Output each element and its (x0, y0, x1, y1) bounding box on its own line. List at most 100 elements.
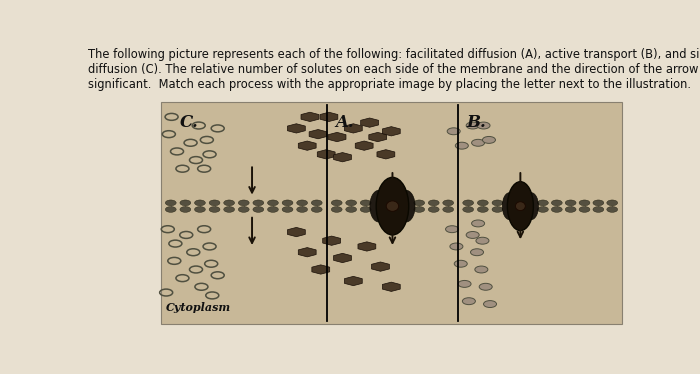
Circle shape (565, 206, 576, 212)
Text: Cytoplasm: Cytoplasm (166, 302, 231, 313)
FancyBboxPatch shape (161, 102, 622, 324)
Circle shape (477, 200, 488, 206)
Polygon shape (288, 227, 305, 237)
Polygon shape (301, 112, 319, 122)
Circle shape (253, 200, 264, 206)
Circle shape (477, 206, 488, 212)
Circle shape (209, 200, 220, 206)
Circle shape (414, 206, 425, 212)
Polygon shape (382, 282, 400, 291)
Polygon shape (358, 242, 376, 251)
Circle shape (552, 206, 562, 212)
Ellipse shape (503, 193, 517, 220)
Polygon shape (355, 141, 373, 150)
Circle shape (253, 206, 264, 212)
Circle shape (224, 200, 234, 206)
Polygon shape (344, 124, 363, 133)
Circle shape (455, 142, 468, 149)
Circle shape (267, 200, 279, 206)
Circle shape (331, 200, 342, 206)
Circle shape (165, 206, 176, 212)
Circle shape (180, 206, 191, 212)
Polygon shape (320, 112, 338, 122)
Circle shape (195, 206, 205, 212)
Circle shape (593, 206, 604, 212)
Circle shape (360, 200, 371, 206)
Polygon shape (309, 129, 327, 139)
Circle shape (538, 200, 548, 206)
Circle shape (414, 200, 425, 206)
Polygon shape (333, 253, 351, 263)
Circle shape (607, 206, 617, 212)
Circle shape (450, 243, 463, 250)
Polygon shape (333, 153, 351, 162)
Circle shape (443, 206, 454, 212)
Ellipse shape (370, 190, 388, 222)
Circle shape (312, 200, 322, 206)
Circle shape (312, 206, 322, 212)
Polygon shape (377, 150, 395, 159)
Circle shape (454, 260, 468, 267)
Ellipse shape (397, 190, 415, 222)
Polygon shape (288, 124, 305, 133)
Circle shape (195, 200, 205, 206)
Circle shape (593, 200, 604, 206)
Circle shape (579, 206, 590, 212)
Circle shape (346, 200, 356, 206)
Circle shape (443, 200, 454, 206)
Circle shape (458, 280, 471, 287)
Polygon shape (298, 141, 316, 150)
Ellipse shape (508, 182, 533, 231)
Circle shape (463, 206, 474, 212)
Circle shape (538, 206, 548, 212)
Polygon shape (369, 132, 386, 142)
Circle shape (165, 200, 176, 206)
Circle shape (297, 206, 307, 212)
Circle shape (565, 200, 576, 206)
Circle shape (482, 137, 496, 143)
Circle shape (492, 206, 503, 212)
Circle shape (282, 206, 293, 212)
Circle shape (447, 128, 460, 135)
Circle shape (238, 200, 249, 206)
Circle shape (463, 298, 475, 305)
Polygon shape (298, 248, 316, 257)
Circle shape (472, 220, 484, 227)
Ellipse shape (515, 202, 525, 211)
Circle shape (466, 232, 480, 238)
Circle shape (209, 206, 220, 212)
Circle shape (297, 200, 307, 206)
Circle shape (282, 200, 293, 206)
Circle shape (267, 206, 279, 212)
Ellipse shape (386, 201, 398, 211)
Circle shape (331, 206, 342, 212)
Circle shape (238, 206, 249, 212)
Circle shape (476, 237, 489, 244)
Polygon shape (317, 150, 335, 159)
Circle shape (552, 200, 562, 206)
Circle shape (470, 249, 484, 256)
Circle shape (360, 206, 371, 212)
Circle shape (446, 226, 459, 233)
Ellipse shape (524, 193, 538, 220)
Circle shape (484, 301, 496, 307)
Circle shape (607, 200, 617, 206)
Polygon shape (312, 265, 330, 274)
Circle shape (472, 140, 484, 146)
Ellipse shape (376, 177, 409, 235)
Circle shape (475, 266, 488, 273)
Circle shape (477, 122, 490, 129)
Circle shape (480, 283, 492, 290)
Circle shape (492, 200, 503, 206)
Circle shape (466, 122, 480, 129)
Circle shape (180, 200, 191, 206)
Polygon shape (323, 236, 341, 245)
Circle shape (579, 200, 590, 206)
Polygon shape (372, 262, 389, 271)
Circle shape (224, 206, 234, 212)
Circle shape (463, 200, 474, 206)
Text: The following picture represents each of the following: facilitated diffusion (A: The following picture represents each of… (88, 48, 700, 91)
Polygon shape (344, 276, 363, 286)
Text: C.: C. (180, 114, 199, 131)
Polygon shape (382, 127, 400, 136)
